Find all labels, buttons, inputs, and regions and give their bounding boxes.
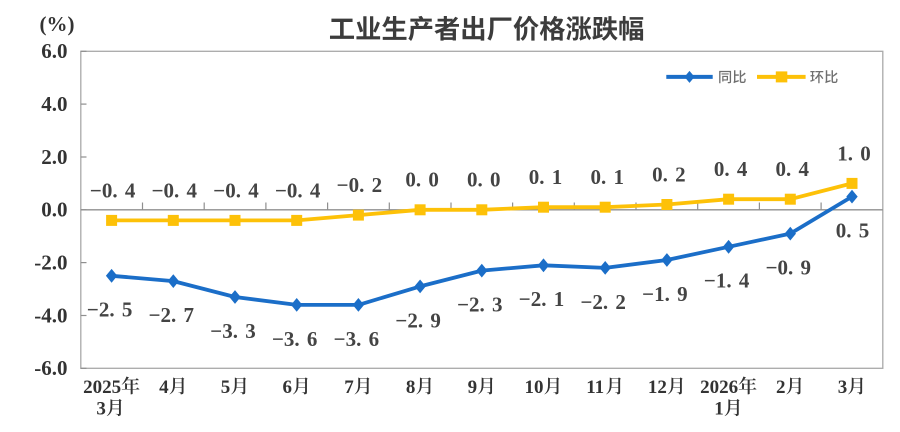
svg-text:−3. 6: −3. 6 [334, 327, 379, 351]
svg-text:0. 0: 0. 0 [467, 168, 501, 192]
svg-text:−0. 2: −0. 2 [337, 173, 382, 197]
svg-text:−2. 3: −2. 3 [457, 293, 502, 317]
svg-text:8: 8 [406, 377, 416, 398]
svg-text:4: 4 [159, 377, 169, 398]
svg-text:-2.0: -2.0 [34, 251, 67, 275]
svg-text:−0. 4: −0. 4 [213, 178, 259, 202]
svg-text:3: 3 [838, 377, 848, 398]
svg-text:−2. 2: −2. 2 [580, 290, 625, 314]
svg-text:−1. 9: −1. 9 [642, 282, 687, 306]
svg-text:−0. 4: −0. 4 [152, 178, 198, 202]
svg-text:0. 4: 0. 4 [776, 157, 810, 181]
svg-text:−2. 1: −2. 1 [519, 287, 564, 311]
svg-text:0. 1: 0. 1 [590, 165, 624, 189]
svg-text:0.0: 0.0 [41, 198, 67, 222]
svg-text:−0. 9: −0. 9 [766, 256, 811, 280]
svg-text:5: 5 [221, 377, 231, 398]
svg-text:0. 0: 0. 0 [405, 168, 439, 192]
svg-text:1. 0: 1. 0 [837, 141, 871, 165]
svg-text:0. 1: 0. 1 [529, 165, 563, 189]
svg-text:2.0: 2.0 [41, 145, 67, 169]
svg-text:−3. 3: −3. 3 [210, 319, 255, 343]
svg-text:−2. 5: −2. 5 [87, 298, 132, 322]
svg-text:2026: 2026 [700, 377, 738, 398]
svg-text:−0. 4: −0. 4 [275, 178, 321, 202]
svg-text:0. 2: 0. 2 [652, 162, 686, 186]
svg-text:−0. 4: −0. 4 [90, 178, 136, 202]
svg-text:9: 9 [468, 377, 478, 398]
svg-text:1: 1 [714, 399, 724, 420]
svg-text:-4.0: -4.0 [34, 303, 67, 327]
svg-text:2025: 2025 [83, 377, 121, 398]
svg-text:−2. 9: −2. 9 [395, 308, 440, 332]
svg-text:3: 3 [96, 399, 106, 420]
svg-text:−1. 4: −1. 4 [704, 269, 750, 293]
svg-text:12: 12 [648, 377, 667, 398]
svg-text:4.0: 4.0 [41, 92, 67, 116]
svg-text:(%): (%) [40, 12, 75, 36]
svg-text:11: 11 [586, 377, 604, 398]
svg-text:−3. 6: −3. 6 [272, 327, 317, 351]
svg-text:0. 4: 0. 4 [714, 157, 748, 181]
svg-text:−2. 7: −2. 7 [149, 303, 194, 327]
svg-text:6: 6 [283, 377, 293, 398]
svg-text:-6.0: -6.0 [34, 356, 67, 380]
svg-text:6.0: 6.0 [41, 39, 67, 63]
svg-text:0. 5: 0. 5 [836, 219, 870, 243]
svg-text:7: 7 [344, 377, 354, 398]
svg-text:2: 2 [776, 377, 786, 398]
svg-text:10: 10 [525, 377, 544, 398]
